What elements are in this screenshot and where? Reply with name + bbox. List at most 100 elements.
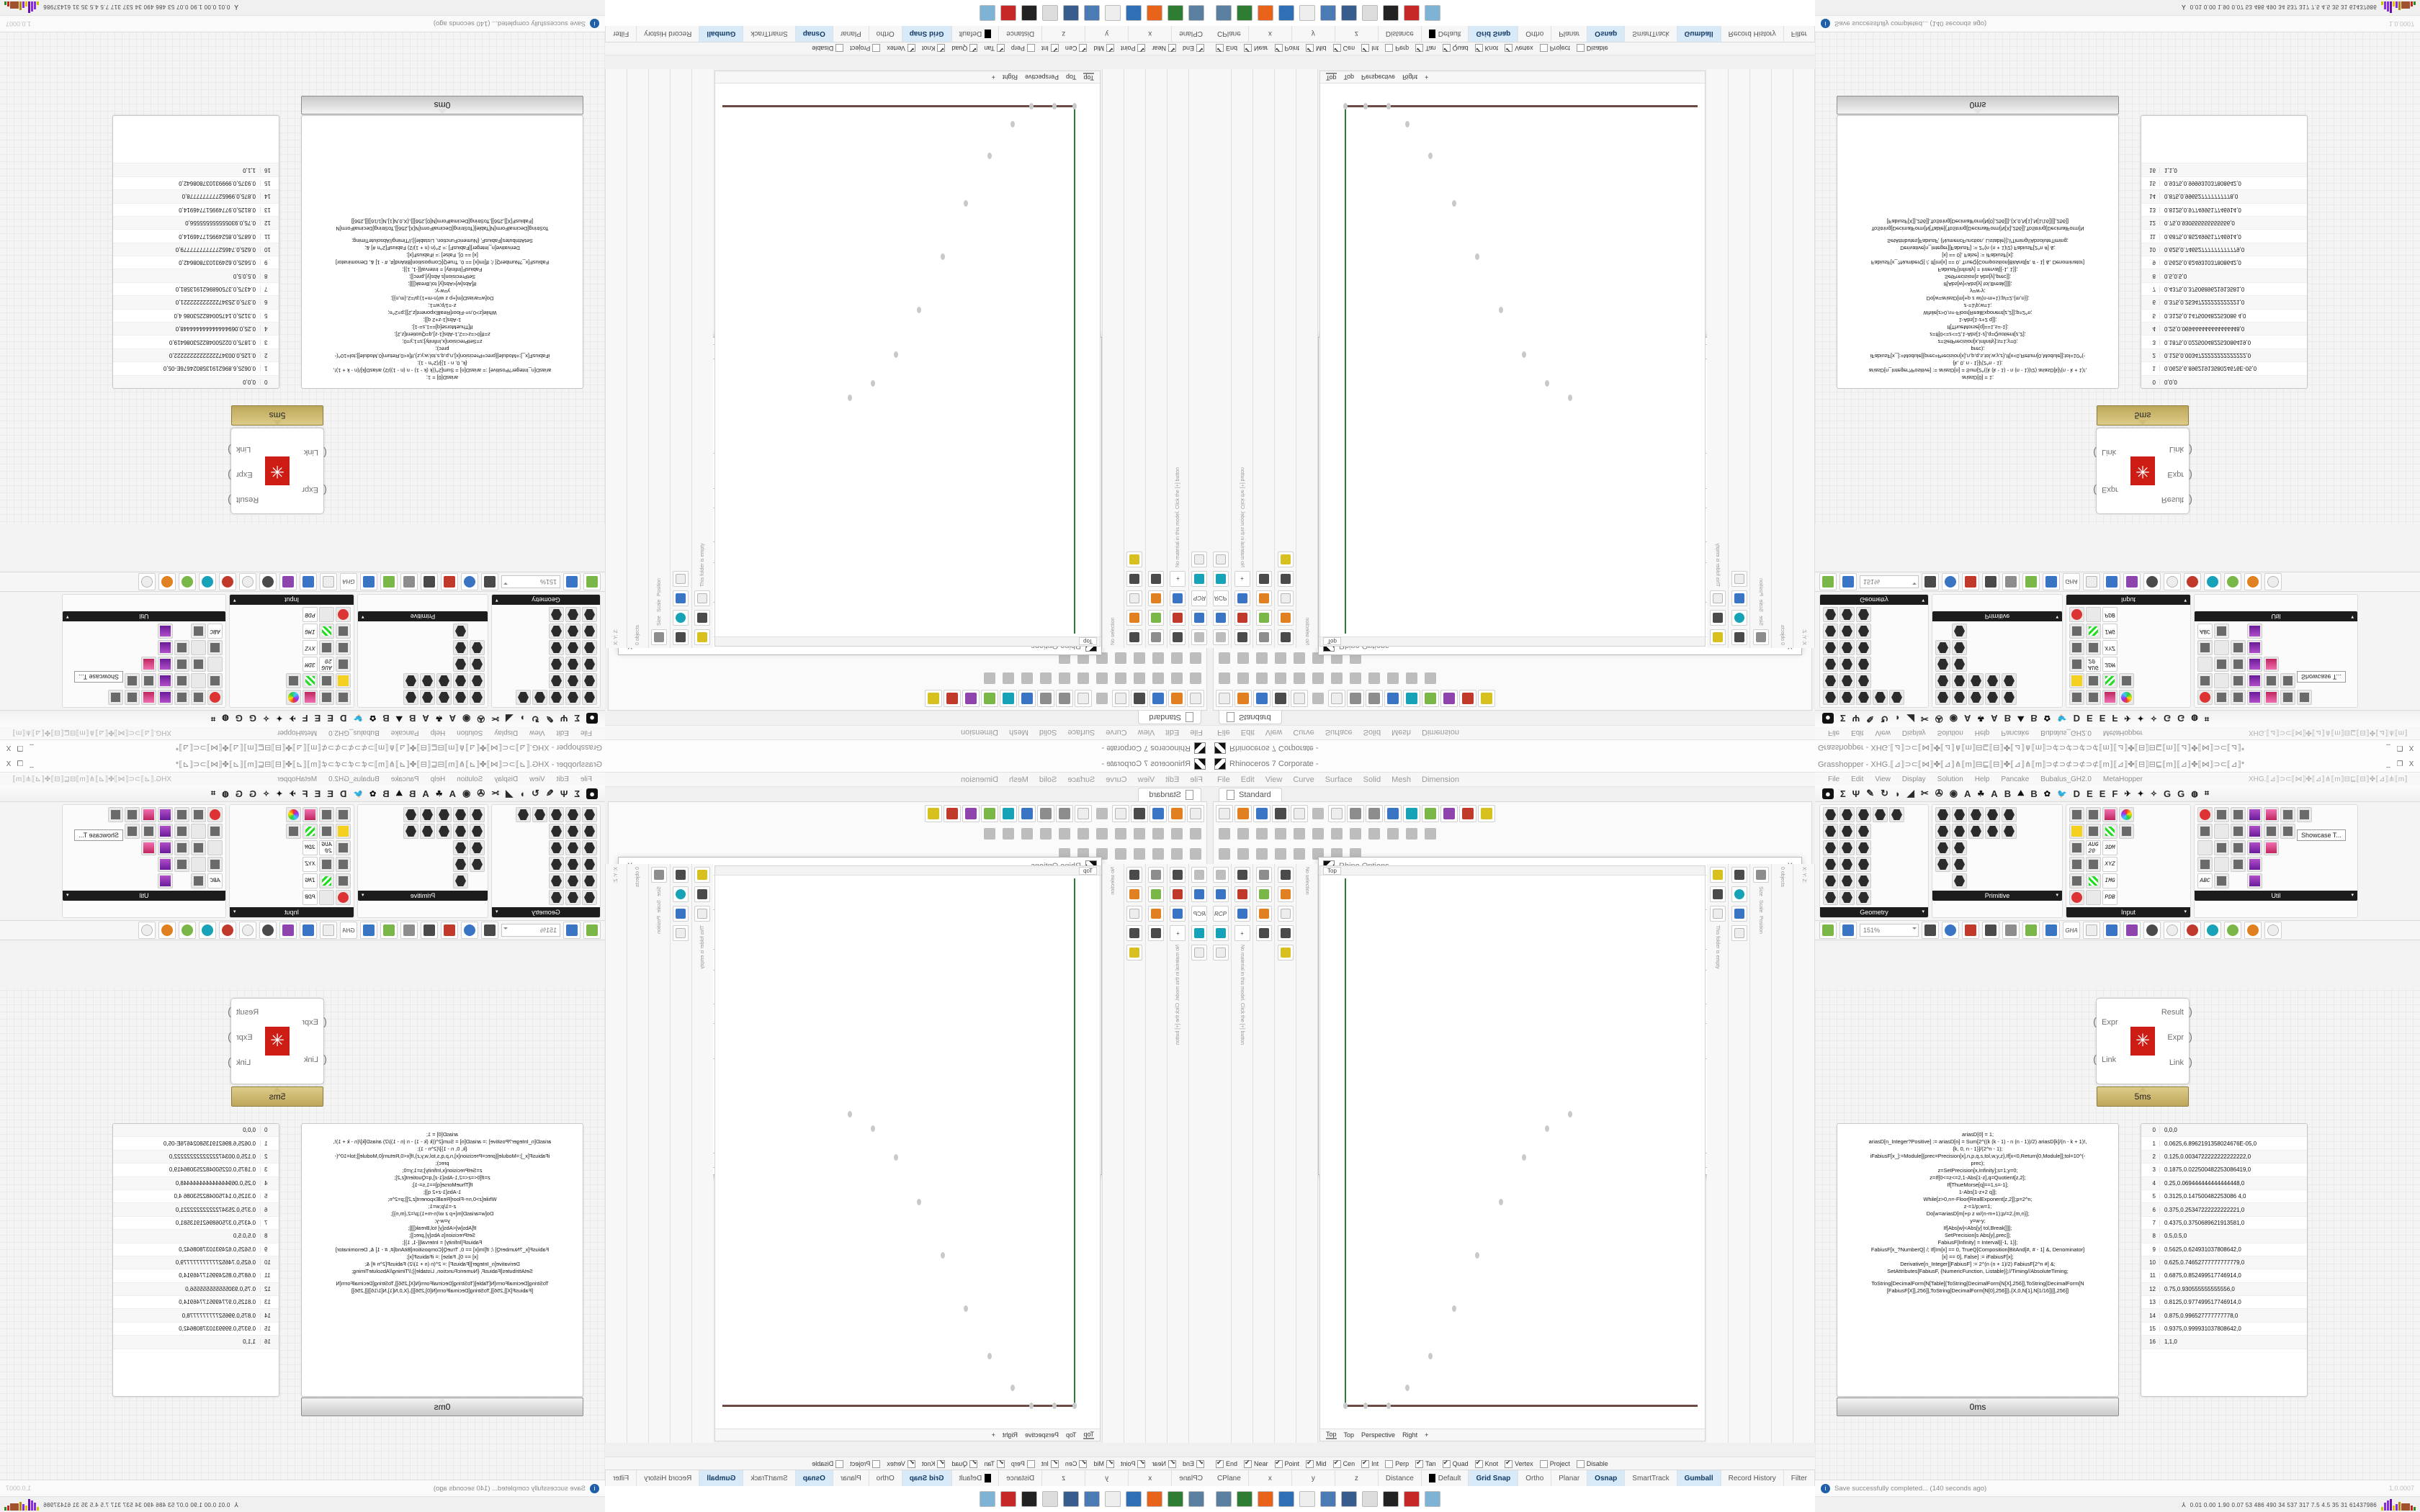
read-img-icon[interactable]: IMG [302,873,318,888]
hoopsnake-icon[interactable] [2247,857,2262,872]
status-toggle-record-history[interactable]: Record History [636,26,699,42]
curve-point[interactable] [1475,253,1479,260]
status-cplane[interactable]: CPlane [1171,1470,1210,1486]
osnap-end[interactable]: End [1183,1459,1204,1468]
taskbar-terminal-icon[interactable] [1237,5,1252,21]
brep-icon[interactable] [1823,690,1838,705]
curve-point[interactable] [848,395,852,401]
zoom-extents-icon[interactable] [1384,805,1402,822]
osnap-vertex[interactable]: Vertex [887,1459,915,1468]
osnap-disable[interactable]: Disable [1576,44,1608,53]
palette-col[interactable]: Showcase T... [74,807,123,888]
output-port-expr[interactable]: Expr [2167,1033,2184,1042]
ribbon-tab-g4[interactable]: G [235,788,243,799]
zoom-level-combobox[interactable]: 151% [501,575,560,588]
curve-point[interactable] [1343,1403,1348,1409]
dock-column-more[interactable]: X: Y: Z: [605,864,627,1443]
render-panel-icon[interactable] [1170,610,1186,626]
ribbon-tab-i[interactable]: ⌗ [210,788,216,798]
preview-shaded-icon[interactable] [259,573,277,590]
data-output-icon[interactable] [2231,824,2246,839]
palette-col[interactable] [1856,607,1871,705]
osnap-tan[interactable]: Tan [1415,1459,1436,1468]
menu-view[interactable]: View [1265,775,1283,784]
palette-col[interactable]: ABC [2197,624,2213,705]
taskbar-explorer-icon[interactable] [1320,5,1336,21]
ribbon-tab-a3[interactable]: A [422,788,429,799]
menu-edit[interactable]: Edit [1240,775,1255,784]
paste-icon[interactable] [1075,690,1092,707]
taskbar-save-icon[interactable] [1126,5,1142,21]
paint-icon[interactable] [1126,610,1143,626]
status-toggle-ortho[interactable]: Ortho [1518,1470,1552,1486]
ribbon-tab-display[interactable]: ◉ [462,714,471,724]
viewport-tab-top-2[interactable]: Top [1343,73,1355,81]
colour-picker-icon[interactable] [2086,873,2101,888]
status-cplane[interactable]: CPlane [1210,1470,1249,1486]
preview-shaded-icon[interactable] [2143,573,2161,590]
code-panel-runtime[interactable]: 0ms [1837,96,2119,114]
cherry-picker-icon[interactable] [2197,807,2213,822]
ribbon-tab-b3[interactable]: B [2030,788,2038,799]
calendar-icon[interactable]: AUG 20 [2086,840,2101,855]
panel-icon[interactable] [336,624,351,639]
palette-input[interactable]: AUG 20 3DM XYZ IMG PDB [229,804,354,918]
spiral-icon[interactable] [1422,825,1439,842]
gradient2-icon[interactable] [2102,824,2118,839]
menu-file[interactable]: File [1190,775,1203,784]
menu-surface[interactable]: Surface [1325,775,1353,784]
rhino-status-bar[interactable]: CPlane x y z Distance Default Grid Snap … [1210,1470,1815,1486]
ribbon-tab-g1[interactable]: ✦ [276,714,283,723]
render-icon[interactable] [944,690,961,707]
palette-col[interactable] [1889,807,1904,905]
table-row[interactable]: 14 0.875,0.996527777777778,0 [113,189,279,203]
osnap-tan[interactable]: Tan [1415,44,1436,53]
folder-icon[interactable] [694,867,711,883]
palette-col[interactable] [2264,807,2279,888]
ribbon-tab-b3[interactable]: B [382,713,390,724]
axes-icon[interactable] [2197,673,2213,688]
palette-col[interactable] [1985,807,2000,888]
menu-file[interactable]: File [1217,775,1230,784]
checker-icon[interactable] [1126,629,1143,645]
gh-menu-display[interactable]: Display [1901,775,1926,783]
toggle-icon[interactable] [2086,673,2101,688]
hoopsnake-icon[interactable] [158,857,173,872]
table-row[interactable]: 11 0.6875,0.852499517746914,0 [2141,1269,2307,1283]
minimize-icon[interactable]: _ [30,760,34,768]
palette-col[interactable] [2214,807,2229,888]
viewport-tab-strip[interactable]: Top Top Perspective Right + [715,1428,1100,1441]
matrix-icon[interactable] [1985,690,2000,705]
offset-icon[interactable] [1272,649,1289,667]
input-port-expr[interactable]: Expr [302,1018,318,1027]
curve-point[interactable] [871,1125,875,1132]
document-props-icon[interactable] [320,573,337,590]
read-3dm-icon[interactable]: 3DM [302,657,318,672]
prev-icon[interactable] [694,590,711,606]
read-3dm-icon[interactable]: 3DM [2102,840,2118,855]
dock-column-object-props[interactable]: This folder is empty [691,69,713,648]
palette-col[interactable] [470,807,485,888]
palette-geometry-grid[interactable] [492,605,600,707]
open-file-icon[interactable] [1168,805,1186,822]
palette-col[interactable] [2069,607,2084,705]
osnap-vertex[interactable]: Vertex [1505,1459,1533,1468]
input-port-shape[interactable]: ( [323,484,327,496]
ribbon-tab-c2[interactable]: 🐦 [353,714,364,723]
osnap-knot[interactable]: Knot [1474,44,1498,53]
black-swatch-icon[interactable] [1277,571,1294,587]
curve-point[interactable] [1428,1353,1433,1359]
csharp-icon[interactable] [158,657,173,672]
camera-panel-icon[interactable] [1234,629,1250,645]
dock-column-layers[interactable] [1275,864,1296,1443]
taskbar-monitor-icon[interactable] [1063,1491,1079,1507]
status-toggle-osnap[interactable]: Osnap [1587,1470,1626,1486]
toolbar-tab-standard[interactable]: Standard [1138,711,1201,724]
palette-col[interactable] [549,807,564,905]
palette-primitive[interactable]: Primitive ▾ [1932,804,2063,918]
rectangle-icon[interactable] [1056,670,1073,687]
mdslider-icon[interactable] [2069,607,2084,622]
palette-col[interactable] [1856,807,1871,905]
code-panel-text[interactable]: ariasD[0] = 1; ariasD[n_Integer?Positive… [1837,210,2118,388]
blob-icon[interactable] [207,857,223,872]
